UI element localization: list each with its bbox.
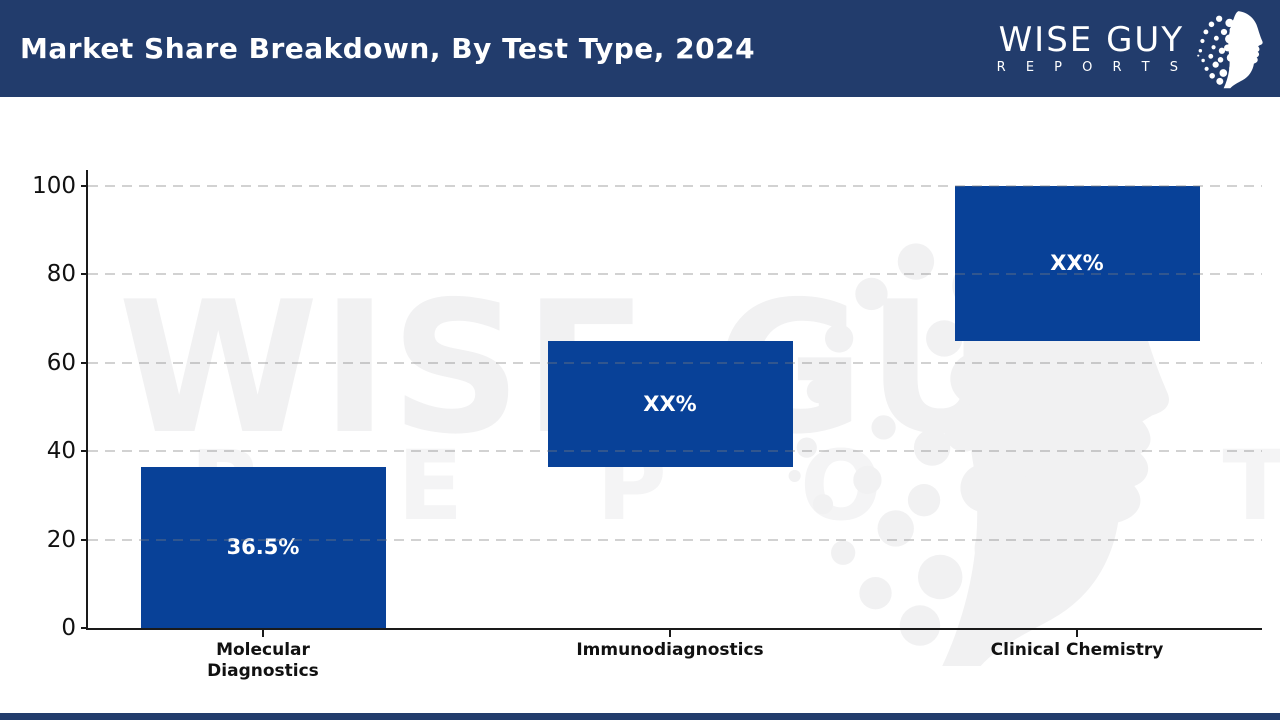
bar-segment: XX%: [547, 340, 793, 467]
gridline: [88, 538, 1262, 541]
y-tick-mark: [81, 361, 88, 364]
gridline: [88, 361, 1262, 364]
page-title: Market Share Breakdown, By Test Type, 20…: [20, 32, 756, 65]
gridline: [88, 185, 1262, 187]
bar-value-label: XX%: [1050, 251, 1104, 276]
x-tick-mark: [262, 630, 264, 637]
y-tick-mark: [81, 185, 88, 187]
gridline: [88, 450, 1262, 453]
bar-value-label: XX%: [643, 391, 697, 416]
y-axis-line: [86, 170, 88, 630]
footer-bar: [0, 713, 1280, 720]
header-bar: Market Share Breakdown, By Test Type, 20…: [0, 0, 1280, 97]
y-axis-label: 20: [46, 526, 76, 553]
y-tick-mark: [81, 627, 88, 629]
gridline: [88, 273, 1262, 276]
bar-segment: 36.5%: [140, 466, 386, 628]
x-tick-mark: [669, 630, 671, 637]
y-axis-label: 40: [46, 438, 76, 465]
logo: WISE GUY R E P O R T S: [997, 8, 1266, 90]
y-tick-mark: [81, 450, 88, 453]
x-axis-label: Molecular Diagnostics: [207, 640, 319, 682]
bar-value-label: 36.5%: [226, 535, 300, 560]
y-axis-label: 80: [46, 261, 76, 288]
logo-face-icon: [1190, 9, 1266, 89]
y-tick-mark: [81, 273, 88, 276]
x-tick-mark: [1076, 630, 1078, 637]
y-axis-label: 60: [46, 349, 76, 376]
x-axis-line: [86, 628, 1262, 630]
y-axis-label: 0: [61, 615, 76, 641]
logo-text: WISE GUY R E P O R T S: [996, 20, 1186, 75]
y-tick-mark: [81, 538, 88, 541]
bar-segment: XX%: [954, 186, 1200, 341]
y-axis-label: 100: [32, 173, 76, 199]
x-axis-label: Immunodiagnostics: [576, 640, 764, 660]
logo-reports-label: R E P O R T S: [996, 59, 1186, 75]
logo-wiseguy-label: WISE GUY: [998, 20, 1185, 61]
x-axis-label: Clinical Chemistry: [990, 640, 1164, 660]
